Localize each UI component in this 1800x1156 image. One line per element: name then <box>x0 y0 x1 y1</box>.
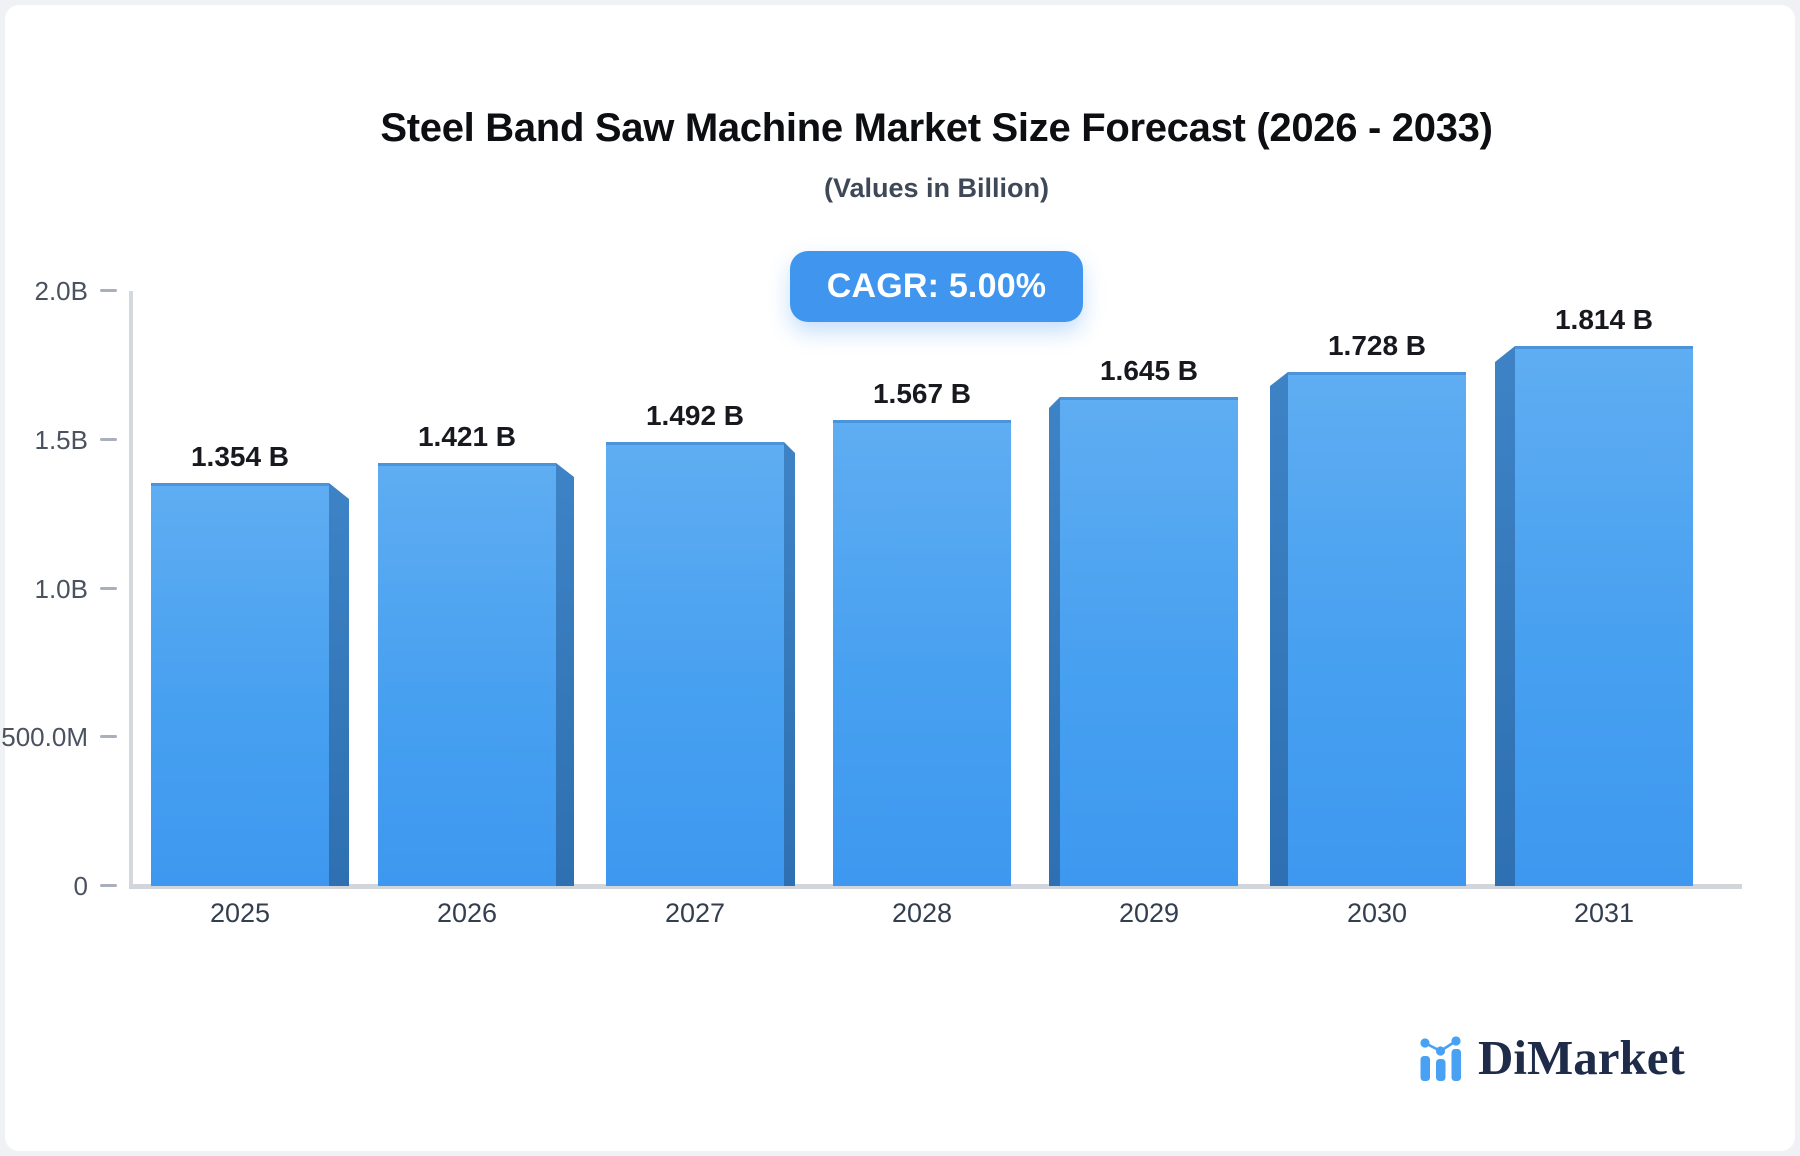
y-tick-mark <box>100 586 117 590</box>
bar-value-label: 1.728 B <box>1327 330 1427 361</box>
chart-subtitle: (Values in Billion) <box>823 173 1050 203</box>
y-tick-label: 2.0B <box>34 276 89 306</box>
chart-title: Steel Band Saw Machine Market Size Forec… <box>380 106 1493 150</box>
brand-logo-text: DiMarket <box>1478 1030 1685 1085</box>
x-tick-label: 2027 <box>664 898 726 928</box>
x-axis-line <box>129 884 1742 889</box>
y-tick-mark <box>100 437 117 441</box>
y-tick-mark <box>100 289 117 292</box>
bar <box>151 483 329 886</box>
bar-value-label: 1.567 B <box>872 378 972 409</box>
bar <box>606 442 784 886</box>
brand-logo: DiMarket <box>1418 1033 1685 1082</box>
y-tick-label: 500.0M <box>1 722 88 753</box>
bar-side <box>784 442 795 886</box>
y-tick-mark <box>100 884 117 887</box>
bar-side <box>1495 346 1515 886</box>
x-tick-label: 2026 <box>436 898 498 928</box>
x-tick-label: 2025 <box>209 898 271 928</box>
bar <box>1060 397 1238 886</box>
bar-side <box>1270 372 1288 886</box>
bar-side <box>556 463 574 886</box>
bar-value-label: 1.645 B <box>1099 355 1199 386</box>
y-tick-label: 1.0B <box>34 573 89 604</box>
bar-value-label: 1.814 B <box>1554 304 1654 335</box>
cagr-badge: CAGR: 5.00% <box>789 251 1084 322</box>
y-tick-label: 1.5B <box>34 424 89 455</box>
x-tick-label: 2031 <box>1573 898 1635 928</box>
bar-value-label: 1.354 B <box>190 441 290 472</box>
x-tick-label: 2028 <box>891 898 953 928</box>
bar-side <box>1049 397 1060 886</box>
bar <box>378 463 556 886</box>
bar-value-label: 1.421 B <box>417 421 517 452</box>
bar-side <box>329 483 349 886</box>
y-tick-mark <box>100 735 117 739</box>
x-tick-label: 2030 <box>1346 898 1408 928</box>
bar-chart-trend-icon <box>1420 1036 1461 1081</box>
bar <box>833 420 1011 886</box>
bar <box>1288 372 1466 886</box>
bar-value-label: 1.492 B <box>645 400 745 431</box>
y-tick-label: 0 <box>73 871 88 901</box>
cagr-badge-row: CAGR: 5.00% <box>131 251 1742 322</box>
chart-header: Steel Band Saw Machine Market Size Forec… <box>131 0 1742 340</box>
bar <box>1515 346 1693 886</box>
x-tick-label: 2029 <box>1118 898 1180 928</box>
y-axis-line <box>129 291 133 886</box>
